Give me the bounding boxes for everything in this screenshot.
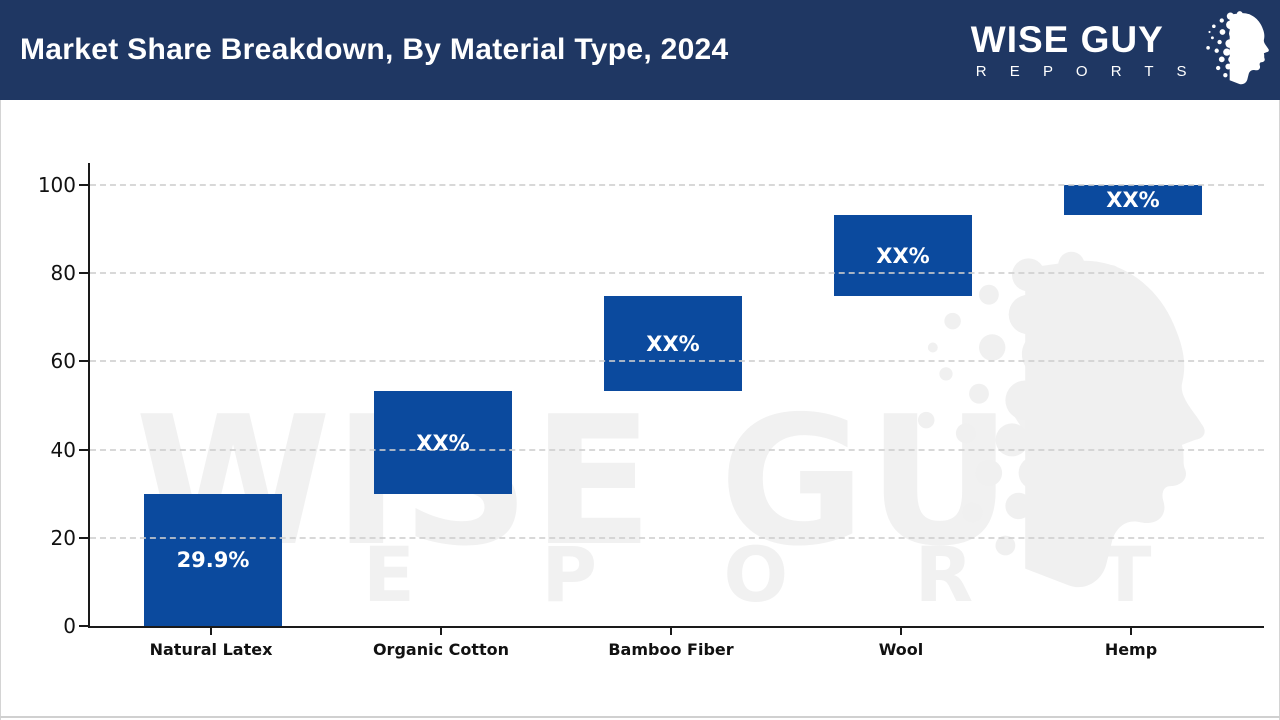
watermark: WISE GUY R E P O R T S [0, 100, 1280, 720]
bar-bamboo-fiber [604, 296, 742, 392]
bar-value-label: XX% [876, 243, 930, 268]
y-tick-mark-80 [79, 272, 88, 275]
x-tick-mark-2 [670, 628, 672, 635]
bar-value-label: XX% [646, 331, 700, 356]
page-title: Market Share Breakdown, By Material Type… [20, 33, 729, 66]
x-category-label: Organic Cotton [372, 640, 510, 659]
chart-plot-area: 29.9% XX% XX% XX% XX% [88, 163, 1264, 628]
wise-guy-reports-logo: WISE GUY R E P O R T S [971, 2, 1270, 98]
watermark-head-graphic [917, 251, 1205, 588]
y-tick-mark-60 [79, 360, 88, 363]
x-category-label: Hemp [1104, 640, 1158, 659]
bar-wool [834, 214, 972, 297]
bar-organic-cotton [374, 391, 512, 495]
bar-natural-latex [144, 494, 282, 626]
logo-head-icon [1206, 11, 1269, 85]
y-tick-mark-0 [79, 625, 88, 627]
bar-value-label: 29.9% [176, 548, 250, 573]
y-tick-label-0: 0 [63, 614, 76, 638]
x-tick-mark-4 [1130, 628, 1132, 635]
footer-rule [0, 716, 1280, 718]
y-tick-label-40: 40 [50, 437, 76, 462]
gridline-20 [90, 536, 1264, 539]
bar-value-label: XX% [1106, 187, 1160, 212]
gridline-40 [90, 448, 1264, 451]
y-tick-mark-100 [79, 184, 88, 186]
logo-text: WISE GUY R E P O R T S [970, 19, 1196, 81]
watermark-text-line1: WISE GUY [135, 378, 1145, 585]
x-tick-mark-0 [210, 628, 212, 635]
x-tick-mark-3 [900, 628, 902, 635]
y-tick-mark-20 [79, 536, 88, 539]
gridline-100 [90, 184, 1264, 186]
y-tick-mark-40 [79, 448, 88, 451]
y-tick-label-80: 80 [50, 261, 76, 286]
header-bar: Market Share Breakdown, By Material Type… [0, 0, 1280, 100]
bar-hemp [1064, 185, 1202, 215]
logo-wordmark: WISE GUY [970, 19, 1164, 60]
x-category-label: Wool [878, 640, 924, 659]
gridline-80 [90, 272, 1264, 275]
x-tick-mark-1 [440, 628, 442, 635]
bar-value-label: XX% [416, 430, 470, 455]
x-category-label: Bamboo Fiber [608, 640, 734, 659]
y-tick-label-60: 60 [50, 349, 76, 374]
x-category-label: Natural Latex [149, 640, 273, 659]
y-tick-label-100: 100 [37, 173, 76, 197]
page-left-border [0, 100, 1, 720]
logo-subtitle: R E P O R T S [975, 63, 1196, 80]
y-tick-label-20: 20 [50, 525, 76, 550]
gridline-60 [90, 360, 1264, 363]
